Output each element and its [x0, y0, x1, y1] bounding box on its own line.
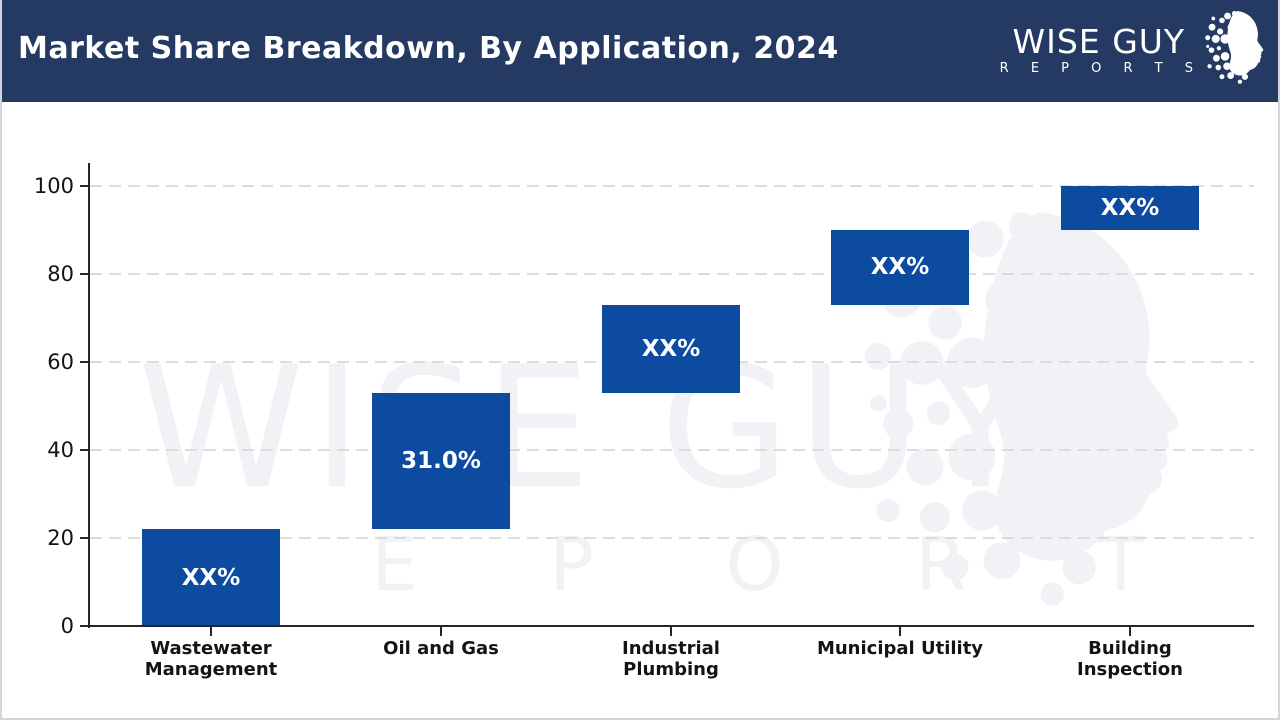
y-axis-tick-label: 20 — [47, 526, 74, 550]
logo-text: WISE GUY R E P O R T S — [996, 21, 1202, 76]
y-axis-tick-label: 0 — [60, 614, 74, 638]
bar-value-label: XX% — [870, 254, 930, 281]
watermark-wordmark: WISE GUY — [138, 330, 1040, 526]
y-axis-tick-label: 40 — [47, 438, 74, 462]
logo-subtext: R E P O R T S — [999, 60, 1202, 76]
gridline — [90, 537, 1254, 539]
y-axis-spine — [88, 163, 90, 628]
x-category-label: Oil and Gas — [383, 638, 499, 659]
x-tick-mark — [670, 627, 672, 636]
bar-value-label: XX% — [641, 335, 701, 362]
y-axis-tick-label: 80 — [47, 262, 74, 286]
logo-head-icon — [1205, 11, 1264, 84]
y-tick-mark — [80, 449, 88, 451]
bar-value-label: XX% — [181, 564, 241, 591]
bar: XX% — [602, 304, 740, 393]
x-axis-spine — [88, 625, 1254, 627]
gridline — [90, 273, 1254, 275]
x-tick-mark — [1129, 627, 1131, 636]
bar-value-label: XX% — [1100, 195, 1160, 221]
x-tick-mark — [899, 627, 901, 636]
y-tick-mark — [80, 625, 88, 627]
x-category-label: Building Inspection — [1077, 638, 1183, 680]
bar: XX% — [142, 529, 280, 626]
y-tick-mark — [80, 185, 88, 187]
x-tick-mark — [210, 627, 212, 636]
gridline — [90, 185, 1254, 187]
logo: WISE GUY R E P O R T S — [996, 9, 1266, 90]
y-tick-mark — [80, 361, 88, 363]
watermark: WISE GUY R E P O R T S — [0, 102, 1280, 720]
y-tick-mark — [80, 273, 88, 275]
x-category-label: Wastewater Management — [144, 638, 278, 680]
page-title: Market Share Breakdown, By Application, … — [18, 31, 839, 66]
logo-wordmark: WISE GUY — [1012, 21, 1186, 61]
y-axis-tick-label: 60 — [47, 350, 74, 374]
gridline — [90, 449, 1254, 451]
x-category-label: Industrial Plumbing — [622, 638, 720, 680]
bar-value-label: 31.0% — [401, 447, 481, 474]
y-tick-mark — [80, 537, 88, 539]
x-tick-mark — [440, 627, 442, 636]
header-bar: Market Share Breakdown, By Application, … — [0, 0, 1280, 102]
bar: XX% — [831, 230, 969, 305]
x-category-label: Municipal Utility — [816, 638, 984, 659]
bar: 31.0% — [372, 392, 510, 530]
bar: XX% — [1061, 186, 1199, 230]
y-axis-tick-label: 100 — [33, 174, 74, 198]
